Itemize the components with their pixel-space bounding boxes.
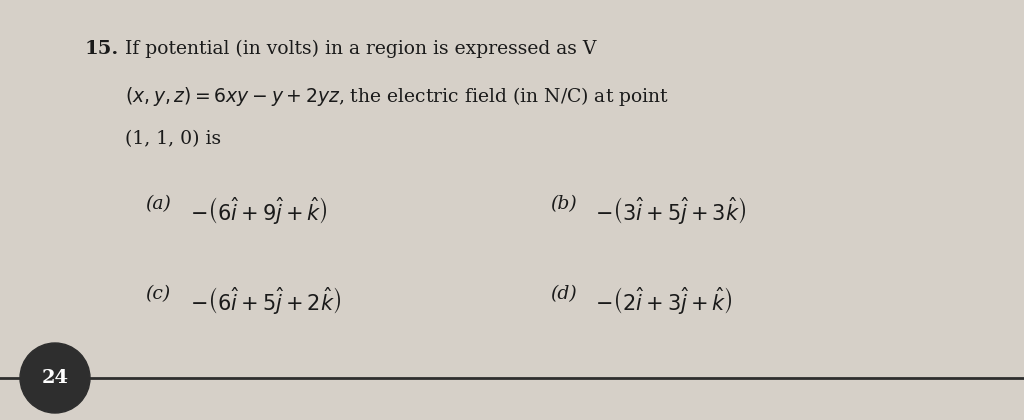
Text: $-\left(6\hat{i}+9\hat{j}+\hat{k}\right)$: $-\left(6\hat{i}+9\hat{j}+\hat{k}\right)… <box>190 195 328 227</box>
Text: (c): (c) <box>145 285 170 303</box>
Text: (b): (b) <box>550 195 577 213</box>
Text: (a): (a) <box>145 195 171 213</box>
Text: $-\left(2\hat{i}+3\hat{j}+\hat{k}\right)$: $-\left(2\hat{i}+3\hat{j}+\hat{k}\right)… <box>595 285 733 317</box>
Text: If potential (in volts) in a region is expressed as V: If potential (in volts) in a region is e… <box>125 40 596 58</box>
Text: (1, 1, 0) is: (1, 1, 0) is <box>125 130 221 148</box>
Circle shape <box>20 343 90 413</box>
Text: $(x, y, z) = 6xy - y + 2yz$, the electric field (in N/C) at point: $(x, y, z) = 6xy - y + 2yz$, the electri… <box>125 85 670 108</box>
Text: $-\left(3\hat{i}+5\hat{j}+3\hat{k}\right)$: $-\left(3\hat{i}+5\hat{j}+3\hat{k}\right… <box>595 195 746 227</box>
Text: (d): (d) <box>550 285 577 303</box>
Text: $-\left(6\hat{i}+5\hat{j}+2\hat{k}\right)$: $-\left(6\hat{i}+5\hat{j}+2\hat{k}\right… <box>190 285 341 317</box>
Text: 24: 24 <box>42 369 69 387</box>
Text: 15.: 15. <box>85 40 119 58</box>
